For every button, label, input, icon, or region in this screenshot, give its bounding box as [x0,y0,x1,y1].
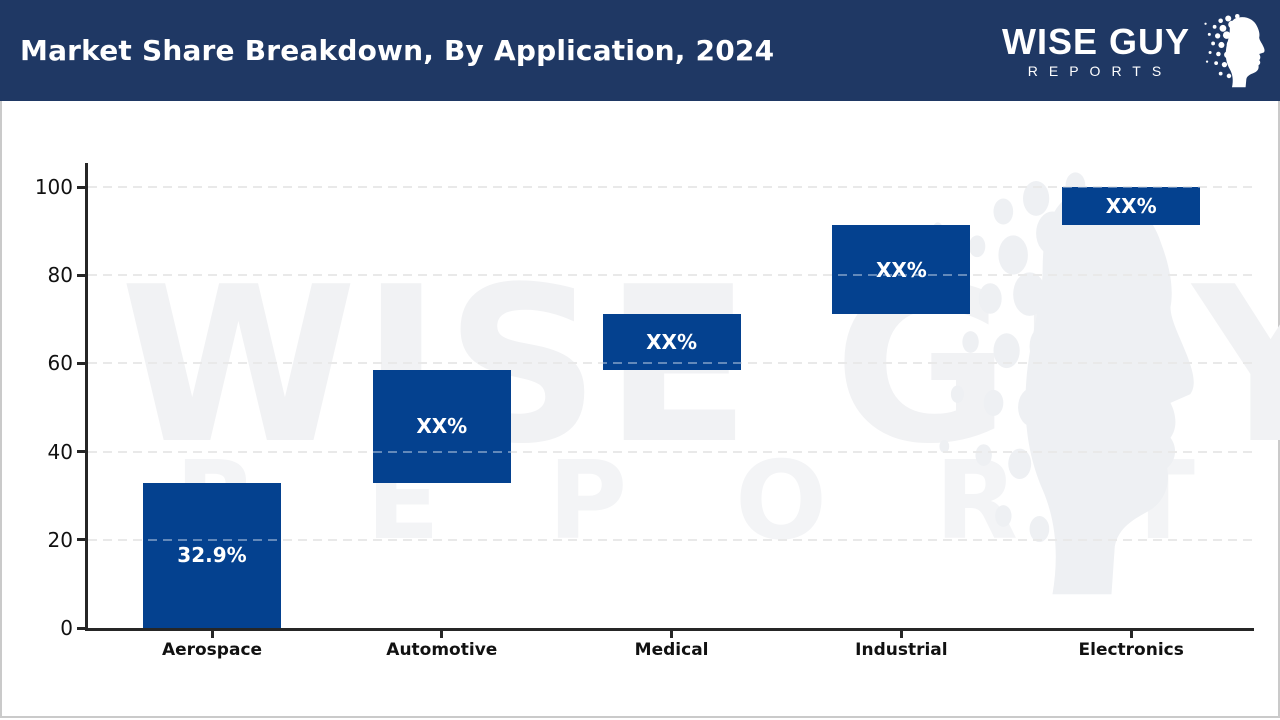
y-tick-mark [77,273,86,277]
x-tick-label: Automotive [386,640,498,660]
bar-value-label: XX% [875,257,927,282]
bar-value-label: XX% [1105,194,1157,219]
wiseguy-head-icon [1204,13,1265,87]
x-tick-mark [1129,628,1133,638]
gridline [88,538,1254,541]
gridline-overlay [88,538,1254,541]
y-tick-label: 0 [60,616,73,640]
bar-value-label: XX% [646,329,698,354]
brand-wordmark-line1: WISE GUY [1001,20,1190,62]
gridline-overlay [88,186,1254,188]
y-tick-label: 40 [47,439,73,464]
brand-wordmark: WISE GUY REPORTS [1001,20,1190,79]
gridline [88,186,1254,188]
bar-segment-automotive: XX% [372,369,511,483]
gridline [88,274,1254,277]
x-tick-mark [440,628,444,638]
x-tick-mark [670,628,674,638]
y-tick-mark [77,450,86,454]
page-border-right [1278,101,1280,718]
y-tick-mark [77,626,86,630]
y-tick-label: 20 [47,527,73,552]
bar-segment-aerospace: 32.9% [143,482,281,628]
y-tick-mark [77,538,86,542]
y-tick-mark [77,185,86,189]
bar-segment-industrial: XX% [832,225,971,314]
page-title: Market Share Breakdown, By Application, … [20,34,775,67]
bar-segment-electronics: XX% [1062,187,1201,226]
y-tick-label: 80 [47,263,73,288]
gridline-overlay [88,274,1254,277]
page-border-bottom [0,716,1280,718]
brand-wordmark-line2: REPORTS [1027,62,1173,79]
bar-value-label: 32.9% [177,543,247,568]
x-tick-label: Aerospace [161,640,263,660]
x-tick-label: Industrial [855,640,948,660]
bar-value-label: XX% [416,414,468,439]
header-bar: Market Share Breakdown, By Application, … [0,0,1280,101]
y-tick-mark [77,361,86,365]
x-tick-mark [210,628,214,638]
x-tick-label: Electronics [1078,640,1184,660]
gridline [88,450,1254,453]
y-tick-label: 100 [34,175,73,199]
brand-logo: WISE GUY REPORTS [1002,8,1280,94]
x-axis-line [85,628,1254,631]
y-tick-label: 60 [47,351,73,376]
x-tick-label: Medical [634,640,709,660]
gridline-overlay [88,362,1254,365]
x-tick-mark [899,628,903,638]
y-axis-line [85,163,88,631]
bar-segment-medical: XX% [602,314,741,370]
page-border-left [0,101,2,718]
gridline-overlay [88,450,1254,453]
